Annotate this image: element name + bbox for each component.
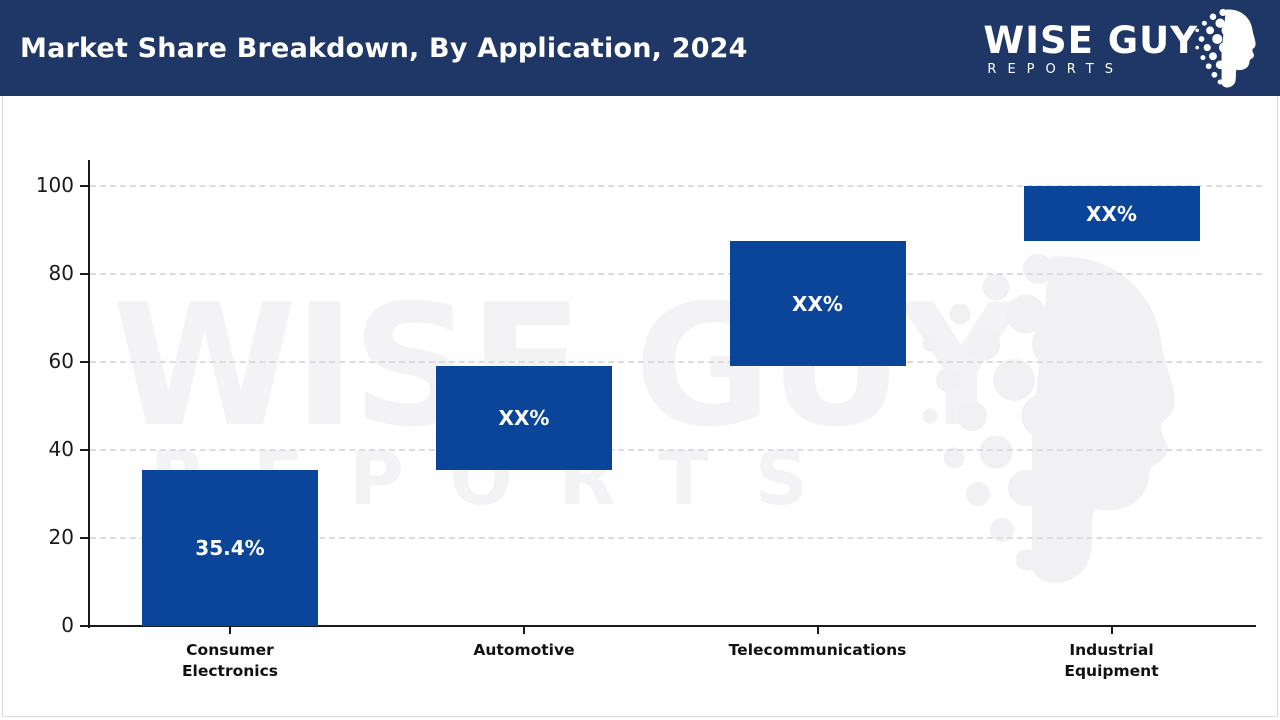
gridline-20 [90, 537, 1262, 539]
y-tick-label-100: 100 [35, 173, 74, 197]
y-tick-20 [80, 537, 88, 539]
x-category-label: Automotive [473, 641, 575, 659]
bar-automotive: XX% [436, 366, 612, 471]
y-tick-0 [80, 625, 88, 627]
bar-value-label: 35.4% [195, 536, 265, 561]
y-tick-40 [80, 449, 88, 451]
bar-telecommunications: XX% [729, 241, 906, 367]
x-category-label: Industrial Equipment [1064, 641, 1159, 680]
x-category-label: Consumer Electronics [181, 641, 279, 680]
x-axis-line [88, 625, 1256, 627]
x-category-label: Telecommunications [728, 641, 907, 659]
y-tick-label-0: 0 [61, 613, 74, 637]
y-tick-label-40: 40 [48, 437, 74, 461]
gridline-40 [90, 449, 1262, 451]
page-title: Market Share Breakdown, By Application, … [20, 32, 748, 64]
brand-logo-text: WISE GUY REPORTS [983, 22, 1198, 77]
brand-name: WISE GUY [983, 18, 1198, 62]
y-tick-100 [80, 185, 88, 187]
x-tick-0 [229, 627, 231, 634]
x-tick-2 [816, 627, 819, 634]
y-tick-label-20: 20 [48, 525, 74, 549]
dotted-head-icon [1184, 6, 1262, 92]
y-axis-line [88, 160, 90, 628]
gridline-80 [90, 273, 1262, 275]
gridline-60 [90, 361, 1262, 363]
gridline-100 [90, 185, 1262, 187]
bar-consumer-electronics: 35.4% [142, 470, 318, 626]
bar-value-label: XX% [1086, 201, 1137, 226]
bar-industrial-equipment: XX% [1023, 186, 1200, 242]
x-tick-3 [1110, 627, 1113, 634]
brand-logo: WISE GUY REPORTS [983, 6, 1262, 92]
bar-value-label: XX% [498, 406, 550, 431]
y-tick-label-80: 80 [48, 261, 74, 285]
bar-value-label: XX% [792, 291, 843, 316]
header-bar: Market Share Breakdown, By Application, … [0, 0, 1280, 96]
brand-subtitle: REPORTS [987, 61, 1125, 77]
y-tick-80 [80, 273, 88, 275]
y-tick-label-60: 60 [48, 349, 74, 373]
plot-area: 0 20 40 60 80 100 35.4% XX% XX% XX% Consumer Elect… [36, 160, 1262, 680]
y-tick-60 [80, 361, 88, 363]
x-tick-1 [523, 627, 525, 634]
